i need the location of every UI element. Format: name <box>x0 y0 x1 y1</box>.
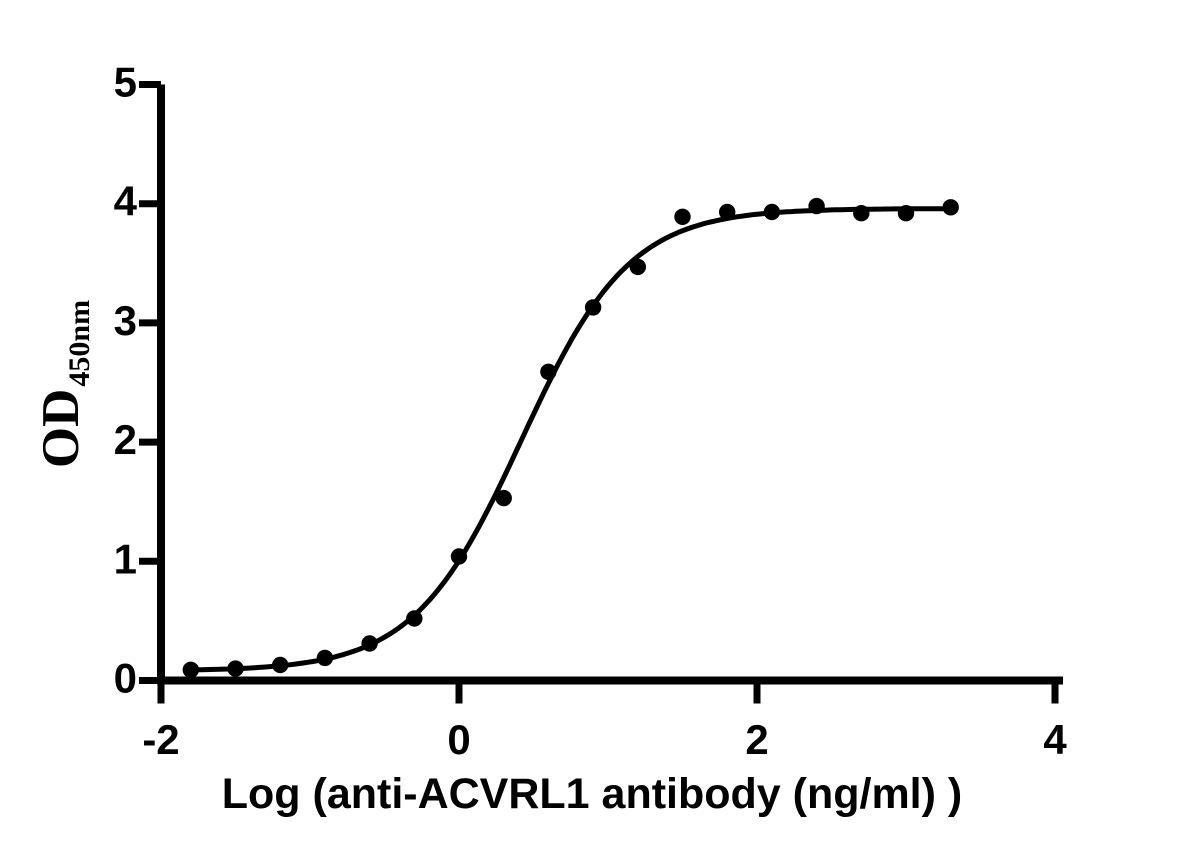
data-point <box>719 203 736 221</box>
x-axis-title: Log (anti-ACVRL1 antibody (ng/ml) ) <box>222 770 962 818</box>
ticks-group <box>139 81 1059 704</box>
y-axis-title-subscript: 450nm <box>63 300 96 387</box>
x-tick-label: 0 <box>447 716 470 763</box>
data-point <box>540 363 557 380</box>
data-point <box>450 548 468 565</box>
y-axis-title: OD450nm <box>32 300 96 468</box>
x-tick-label: 4 <box>1043 716 1067 763</box>
data-point <box>897 205 915 222</box>
data-point <box>629 258 646 276</box>
data-point <box>227 660 244 677</box>
data-points-group <box>182 197 959 678</box>
data-point <box>674 208 691 225</box>
y-tick-label: 2 <box>114 416 137 463</box>
y-tick-label: 5 <box>114 59 137 106</box>
data-point <box>495 489 512 507</box>
fit-curve <box>185 206 951 673</box>
x-tick-label: -2 <box>142 716 179 763</box>
data-point <box>316 649 334 667</box>
data-point <box>584 299 602 316</box>
y-tick-label: 1 <box>114 535 137 582</box>
axes-group <box>157 84 1063 685</box>
data-point <box>182 661 199 678</box>
y-tick-label: 0 <box>114 655 137 702</box>
data-point <box>942 199 959 216</box>
y-axis-title-main: OD <box>32 389 90 469</box>
x-tick-label: 2 <box>745 716 768 763</box>
data-point <box>853 205 870 222</box>
fit-curve-group <box>185 206 951 673</box>
data-point <box>272 656 289 674</box>
data-point <box>361 635 378 652</box>
y-tick-label: 4 <box>114 178 138 225</box>
data-point <box>406 610 423 627</box>
data-point <box>763 203 781 221</box>
y-tick-label: 3 <box>114 297 137 344</box>
data-point <box>808 197 825 215</box>
